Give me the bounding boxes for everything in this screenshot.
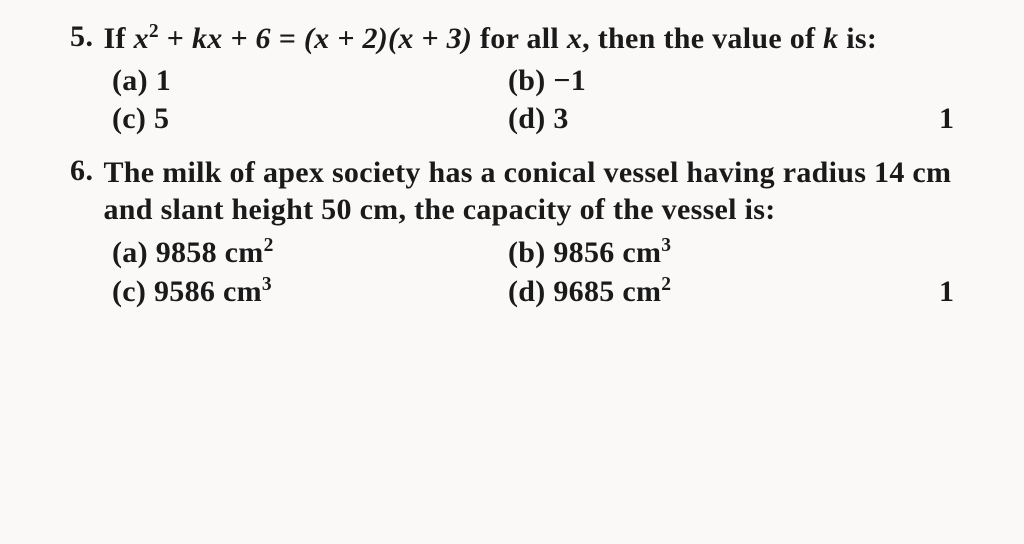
- q5-b-val: −1: [553, 64, 586, 97]
- q5-a-label: (a): [112, 64, 156, 97]
- q5-eq-a: x: [134, 22, 149, 55]
- q5-d-val: 3: [553, 102, 568, 135]
- q6-number: 6.: [70, 154, 94, 188]
- q6-b-val: 9856 cm: [553, 236, 661, 269]
- q6-a-sup: 2: [264, 235, 274, 256]
- q5-c-val: 5: [154, 102, 169, 135]
- q6-marks: 1: [904, 275, 964, 309]
- q5-a-val: 1: [156, 64, 171, 97]
- q5-text-end: is:: [838, 22, 877, 55]
- q5-c-label: (c): [112, 102, 154, 135]
- q5-d-label: (d): [508, 102, 553, 135]
- q6-option-b: (b) 9856 cm3: [508, 235, 904, 270]
- q5-b-label: (b): [508, 64, 553, 97]
- q5-eq-k: k: [192, 22, 207, 55]
- q6-d-sup: 2: [661, 274, 671, 295]
- question-6: 6. The milk of apex society has a conica…: [70, 154, 964, 309]
- q5-text: If x2 + kx + 6 = (x + 2)(x + 3) for all …: [104, 20, 965, 58]
- q6-b-sup: 3: [661, 235, 671, 256]
- q6-c-sup: 3: [262, 274, 272, 295]
- q5-eq-a-sup: 2: [149, 21, 159, 42]
- q6-option-c: (c) 9586 cm3: [112, 274, 508, 309]
- q6-a-val: 9858 cm: [156, 236, 264, 269]
- q5-option-b: (b) −1: [508, 64, 904, 98]
- q5-number: 5.: [70, 20, 94, 54]
- question-5: 5. If x2 + kx + 6 = (x + 2)(x + 3) for a…: [70, 20, 964, 136]
- q6-option-d: (d) 9685 cm2: [508, 274, 904, 309]
- q5-option-a: (a) 1: [112, 64, 508, 98]
- q5-option-d: (d) 3: [508, 102, 904, 136]
- q6-d-val: 9685 cm: [553, 275, 661, 308]
- q6-a-label: (a): [112, 236, 156, 269]
- q6-c-val: 9586 cm: [154, 275, 262, 308]
- q6-option-a: (a) 9858 cm2: [112, 235, 508, 270]
- q5-eq-c: x + 6 = (x + 2)(x + 3): [207, 22, 472, 55]
- q6-b-label: (b): [508, 236, 553, 269]
- q5-marks: 1: [904, 102, 964, 136]
- q6-c-label: (c): [112, 275, 154, 308]
- q5-eq-b: +: [159, 22, 192, 55]
- q5-text-k2: k: [823, 22, 838, 55]
- q5-text-x: x: [567, 22, 582, 55]
- q5-option-c: (c) 5: [112, 102, 508, 136]
- q5-text-mid: for all: [472, 22, 567, 55]
- q6-d-label: (d): [508, 275, 553, 308]
- q5-text-post: , then the value of: [582, 22, 823, 55]
- q5-options: (a) 1 (b) −1 (c) 5 (d) 3 1: [112, 64, 964, 136]
- q6-options: (a) 9858 cm2 (b) 9856 cm3 (c) 9586 cm3 (…: [112, 235, 964, 309]
- q5-text-pre: If: [104, 22, 134, 55]
- q6-text: The milk of apex society has a conical v…: [104, 154, 965, 229]
